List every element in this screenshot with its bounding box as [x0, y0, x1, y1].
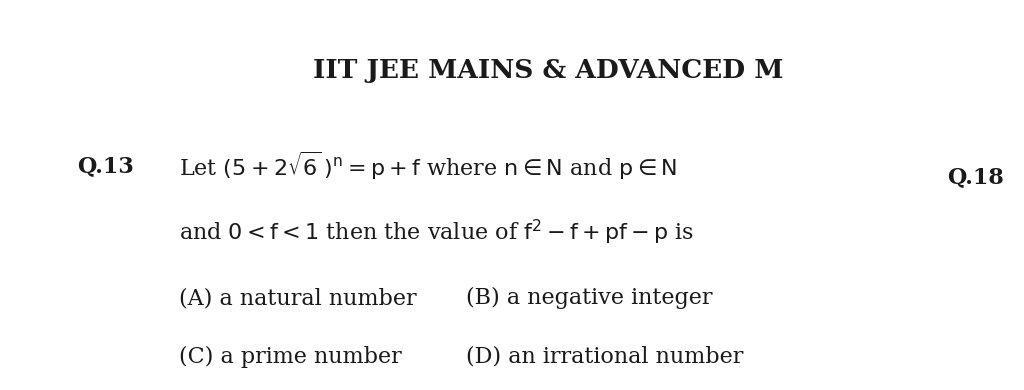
- Text: Q.18: Q.18: [947, 167, 1005, 188]
- Text: Let $(5 + 2\sqrt{6}\,)^{\rm n} = \rm p + f$ where $\rm n \in N$ and $\rm p \in N: Let $(5 + 2\sqrt{6}\,)^{\rm n} = \rm p +…: [179, 150, 677, 182]
- Text: (A) a natural number: (A) a natural number: [179, 287, 417, 309]
- Text: Q.13: Q.13: [77, 155, 133, 177]
- Text: (D) an irrational number: (D) an irrational number: [466, 346, 743, 368]
- Text: (B) a negative integer: (B) a negative integer: [466, 287, 713, 309]
- Text: (C) a prime number: (C) a prime number: [179, 346, 402, 368]
- Text: IIT JEE MAINS & ADVANCED M: IIT JEE MAINS & ADVANCED M: [312, 58, 783, 83]
- Text: and $0 < \rm f < 1$ then the value of $\rm f^2 - f + pf - p$ is: and $0 < \rm f < 1$ then the value of $\…: [179, 218, 694, 246]
